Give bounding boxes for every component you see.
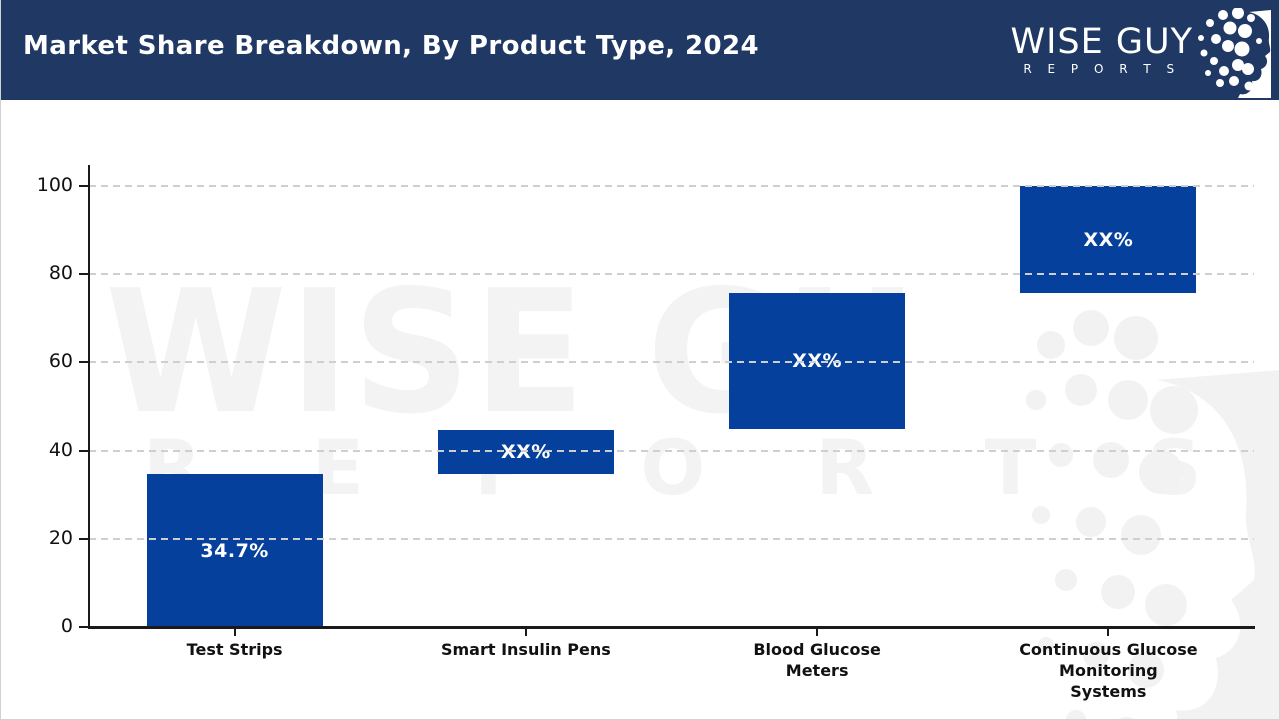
x-category-label: Continuous Glucose Monitoring Systems	[1019, 640, 1198, 701]
x-axis-line	[87, 626, 1255, 629]
page-title: Market Share Breakdown, By Product Type,…	[23, 31, 759, 61]
x-category-label: Test Strips	[186, 640, 283, 659]
plot-area: 34.7% XX% XX% XX%	[89, 165, 1254, 627]
watermark-head-icon	[1026, 310, 1279, 719]
bar-value-label: XX%	[500, 440, 551, 463]
logo-subtext: R E P O R T S	[1023, 61, 1181, 76]
x-tick	[524, 628, 527, 636]
y-tick	[79, 185, 88, 188]
gridline	[89, 449, 1254, 452]
chart-area: WISE GU R E P O R T S 34.7% XX% XX% XX% Tes…	[1, 100, 1279, 719]
y-tick-label: 80	[48, 262, 73, 285]
x-tick	[1107, 628, 1110, 636]
gridline	[89, 273, 1254, 276]
bar: 34.7%	[146, 474, 323, 627]
bar: XX%	[1020, 186, 1197, 294]
y-tick-label: 20	[48, 526, 73, 549]
bar-value-label: XX%	[792, 349, 843, 372]
x-category-label: Blood Glucose Meters	[753, 640, 881, 680]
gridline	[89, 185, 1254, 188]
logo-head-icon	[1198, 8, 1271, 98]
x-tick	[233, 628, 236, 636]
x-category-label: Smart Insulin Pens	[440, 640, 611, 659]
header: Market Share Breakdown, By Product Type,…	[1, 0, 1279, 100]
bar-value-label: XX%	[1083, 228, 1134, 251]
brand-logo: WISE GUY R E P O R T S	[1010, 6, 1271, 98]
bar: XX%	[729, 293, 906, 429]
y-tick	[79, 361, 88, 364]
y-tick	[79, 626, 88, 628]
logo-wordmark-block: WISE GUY R E P O R T S	[1010, 24, 1193, 76]
y-axis-line	[87, 165, 90, 627]
logo-wordmark: WISE GUY	[1010, 22, 1193, 62]
y-tick	[79, 273, 88, 276]
y-tick	[79, 537, 88, 540]
y-tick-label: 40	[48, 438, 73, 461]
gridline	[89, 537, 1254, 540]
y-tick-label: 60	[48, 350, 73, 373]
bar-value-label: 34.7%	[200, 539, 269, 562]
x-tick	[816, 628, 819, 636]
y-tick-label: 0	[60, 615, 73, 637]
y-tick-label: 100	[36, 174, 73, 197]
bar: XX%	[437, 429, 614, 475]
gridline	[89, 361, 1254, 364]
y-tick	[79, 449, 88, 452]
